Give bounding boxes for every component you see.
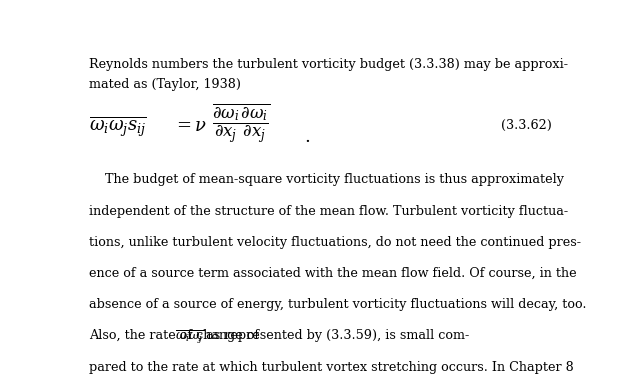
Text: mated as (Taylor, 1938): mated as (Taylor, 1938) bbox=[89, 78, 241, 91]
Text: (3.3.62): (3.3.62) bbox=[501, 119, 552, 132]
Text: Reynolds numbers the turbulent vorticity budget (3.3.38) may be approxi-: Reynolds numbers the turbulent vorticity… bbox=[89, 58, 568, 71]
Text: ence of a source term associated with the mean flow field. Of course, in the: ence of a source term associated with th… bbox=[89, 267, 577, 280]
Text: The budget of mean-square vorticity fluctuations is thus approximately: The budget of mean-square vorticity fluc… bbox=[89, 174, 563, 186]
Text: absence of a source of energy, turbulent vorticity fluctuations will decay, too.: absence of a source of energy, turbulent… bbox=[89, 298, 586, 311]
Text: .: . bbox=[304, 128, 310, 146]
Text: $= \nu$: $= \nu$ bbox=[173, 117, 208, 135]
Text: independent of the structure of the mean flow. Turbulent vorticity fluctua-: independent of the structure of the mean… bbox=[89, 205, 568, 218]
Text: $\overline{\omega_i\omega_j s_{ij}}$: $\overline{\omega_i\omega_j s_{ij}}$ bbox=[89, 114, 147, 138]
Text: $\overline{\omega_i\omega_j}$: $\overline{\omega_i\omega_j}$ bbox=[175, 328, 204, 346]
Text: Also, the rate of change of: Also, the rate of change of bbox=[89, 329, 263, 342]
Text: pared to the rate at which turbulent vortex stretching occurs. In Chapter 8: pared to the rate at which turbulent vor… bbox=[89, 361, 573, 374]
Text: tions, unlike turbulent velocity fluctuations, do not need the continued pres-: tions, unlike turbulent velocity fluctua… bbox=[89, 236, 581, 249]
Text: $\overline{\dfrac{\partial\omega_i}{\partial x_j}\dfrac{\partial\omega_i}{\parti: $\overline{\dfrac{\partial\omega_i}{\par… bbox=[212, 101, 271, 145]
Text: , as represented by (3.3.59), is small com-: , as represented by (3.3.59), is small c… bbox=[198, 329, 469, 342]
